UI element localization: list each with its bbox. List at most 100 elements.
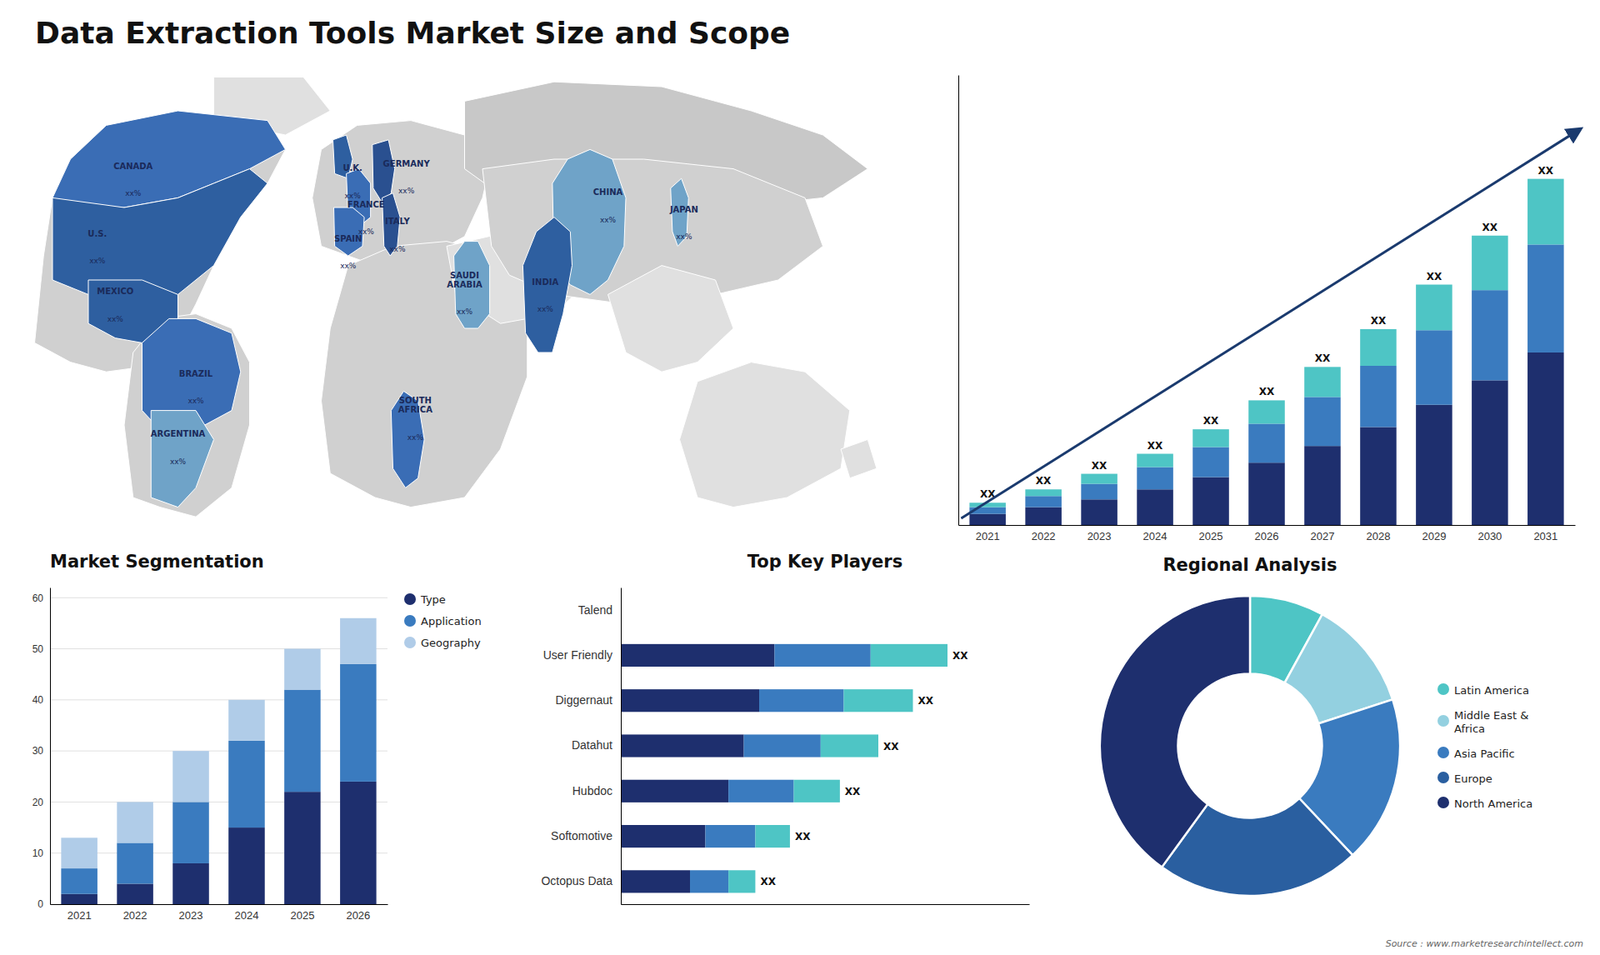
tick: 2031: [1533, 525, 1558, 543]
country-value: xx%: [456, 307, 474, 316]
legend-label: Type: [420, 593, 446, 606]
tick-label: Hubdoc: [572, 784, 613, 798]
bar: [870, 644, 948, 667]
tick-label: Diggernaut: [555, 693, 614, 707]
tick: 2021: [67, 904, 92, 922]
tick: 2027: [1310, 525, 1335, 543]
legend-item: Middle East &Africa: [1437, 709, 1529, 735]
bar-annotation: XX: [1091, 460, 1108, 472]
tick-label: 2027: [1310, 530, 1335, 543]
country-label: CHINA: [593, 187, 624, 197]
country-value: xx%: [340, 261, 357, 270]
bar: [1415, 405, 1453, 525]
bar: [744, 734, 821, 757]
tick: 10: [32, 847, 50, 860]
legend-swatch: [404, 593, 416, 605]
bar-annotation: XX: [883, 740, 900, 753]
bar: [620, 689, 760, 712]
legend: Type Application Geography: [404, 593, 482, 650]
bar-annotation: XX: [1315, 352, 1331, 365]
bar: [843, 689, 913, 712]
country-value: xx%: [187, 396, 205, 405]
chart-title: Regional Analysis: [1162, 555, 1337, 575]
land-shape: [150, 410, 214, 508]
tick-label: Softomotive: [550, 829, 613, 843]
bar: [1248, 423, 1285, 463]
legend-swatch: [404, 636, 416, 649]
legend-item: Application: [404, 615, 482, 628]
tick-label: 2021: [975, 530, 1000, 543]
tick-label: 2029: [1421, 530, 1446, 543]
country-label: FRANCE: [347, 200, 385, 210]
grid-line: [50, 852, 388, 854]
bar: [620, 644, 775, 667]
country-value: xx%: [389, 245, 406, 254]
bar: [1248, 462, 1285, 525]
bar: [794, 780, 840, 803]
bar: [1192, 429, 1230, 447]
tick-label: 2021: [67, 909, 92, 922]
bar: [1192, 477, 1230, 525]
country-value: xx%: [537, 305, 555, 314]
bar: [969, 514, 1006, 525]
tick: 2022: [1031, 525, 1056, 543]
bar: [1471, 235, 1509, 290]
bar: [1025, 507, 1062, 525]
bar-series: [690, 644, 871, 894]
country-label: BRAZIL: [179, 369, 214, 379]
land-shape: [522, 217, 572, 353]
chart-title: Top Key Players: [747, 551, 903, 572]
bar: [1527, 244, 1565, 353]
tick: 2024: [235, 904, 260, 922]
trend-arrow: [960, 129, 1580, 519]
bar: [1471, 290, 1509, 380]
legend-swatch: [1437, 771, 1450, 784]
bar: [1527, 179, 1565, 245]
bar: [172, 750, 210, 802]
country-label: U.K.: [342, 163, 362, 173]
bar: [1136, 489, 1174, 525]
bar: [620, 780, 729, 803]
bar: [1080, 484, 1118, 500]
tick: 50: [32, 643, 50, 655]
bar: [1360, 365, 1397, 427]
country-label: ITALY: [385, 216, 410, 226]
axis-line: [621, 904, 1030, 905]
country-value: xx%: [600, 215, 617, 225]
country-label: SPAIN: [334, 234, 362, 244]
axis: 0102030405060: [32, 588, 51, 911]
grid-line: [50, 750, 388, 752]
bar-annotation: XX: [1259, 385, 1275, 398]
tick: Diggernaut: [555, 693, 622, 707]
land-shape: [680, 362, 850, 508]
axis: [958, 75, 960, 526]
bar-annotation: XX: [760, 875, 776, 888]
bar: [1415, 330, 1453, 405]
axis-line: [620, 588, 622, 905]
tick: 2023: [1087, 525, 1112, 543]
tick-label: 60: [32, 592, 45, 605]
bar: [1080, 474, 1118, 485]
land-shape: [608, 265, 735, 373]
tick-label: Talend: [578, 603, 613, 617]
tick: 2024: [1143, 525, 1168, 543]
bar-series: [60, 664, 376, 895]
tick-label: 20: [32, 796, 45, 809]
bar: [116, 801, 154, 843]
legend-item: Europe: [1437, 771, 1493, 785]
legend-item: Asia Pacific: [1437, 746, 1515, 760]
chart-title: Market Segmentation: [50, 551, 265, 572]
land-shape: [372, 140, 395, 203]
tick-label: 2025: [290, 909, 315, 922]
source-note: Source : www.marketresearchintellect.com: [1385, 938, 1584, 950]
bar: [1304, 396, 1341, 446]
legend-item: Latin America: [1437, 683, 1530, 697]
bar: [620, 825, 705, 848]
bar-annotation: XX: [1203, 415, 1220, 427]
bar: [228, 700, 265, 741]
plot-area: [60, 618, 376, 905]
tick: 2021: [975, 525, 1000, 543]
bar: [620, 734, 745, 757]
legend-swatch: [1437, 715, 1450, 727]
legend-label: Geography: [420, 636, 481, 650]
